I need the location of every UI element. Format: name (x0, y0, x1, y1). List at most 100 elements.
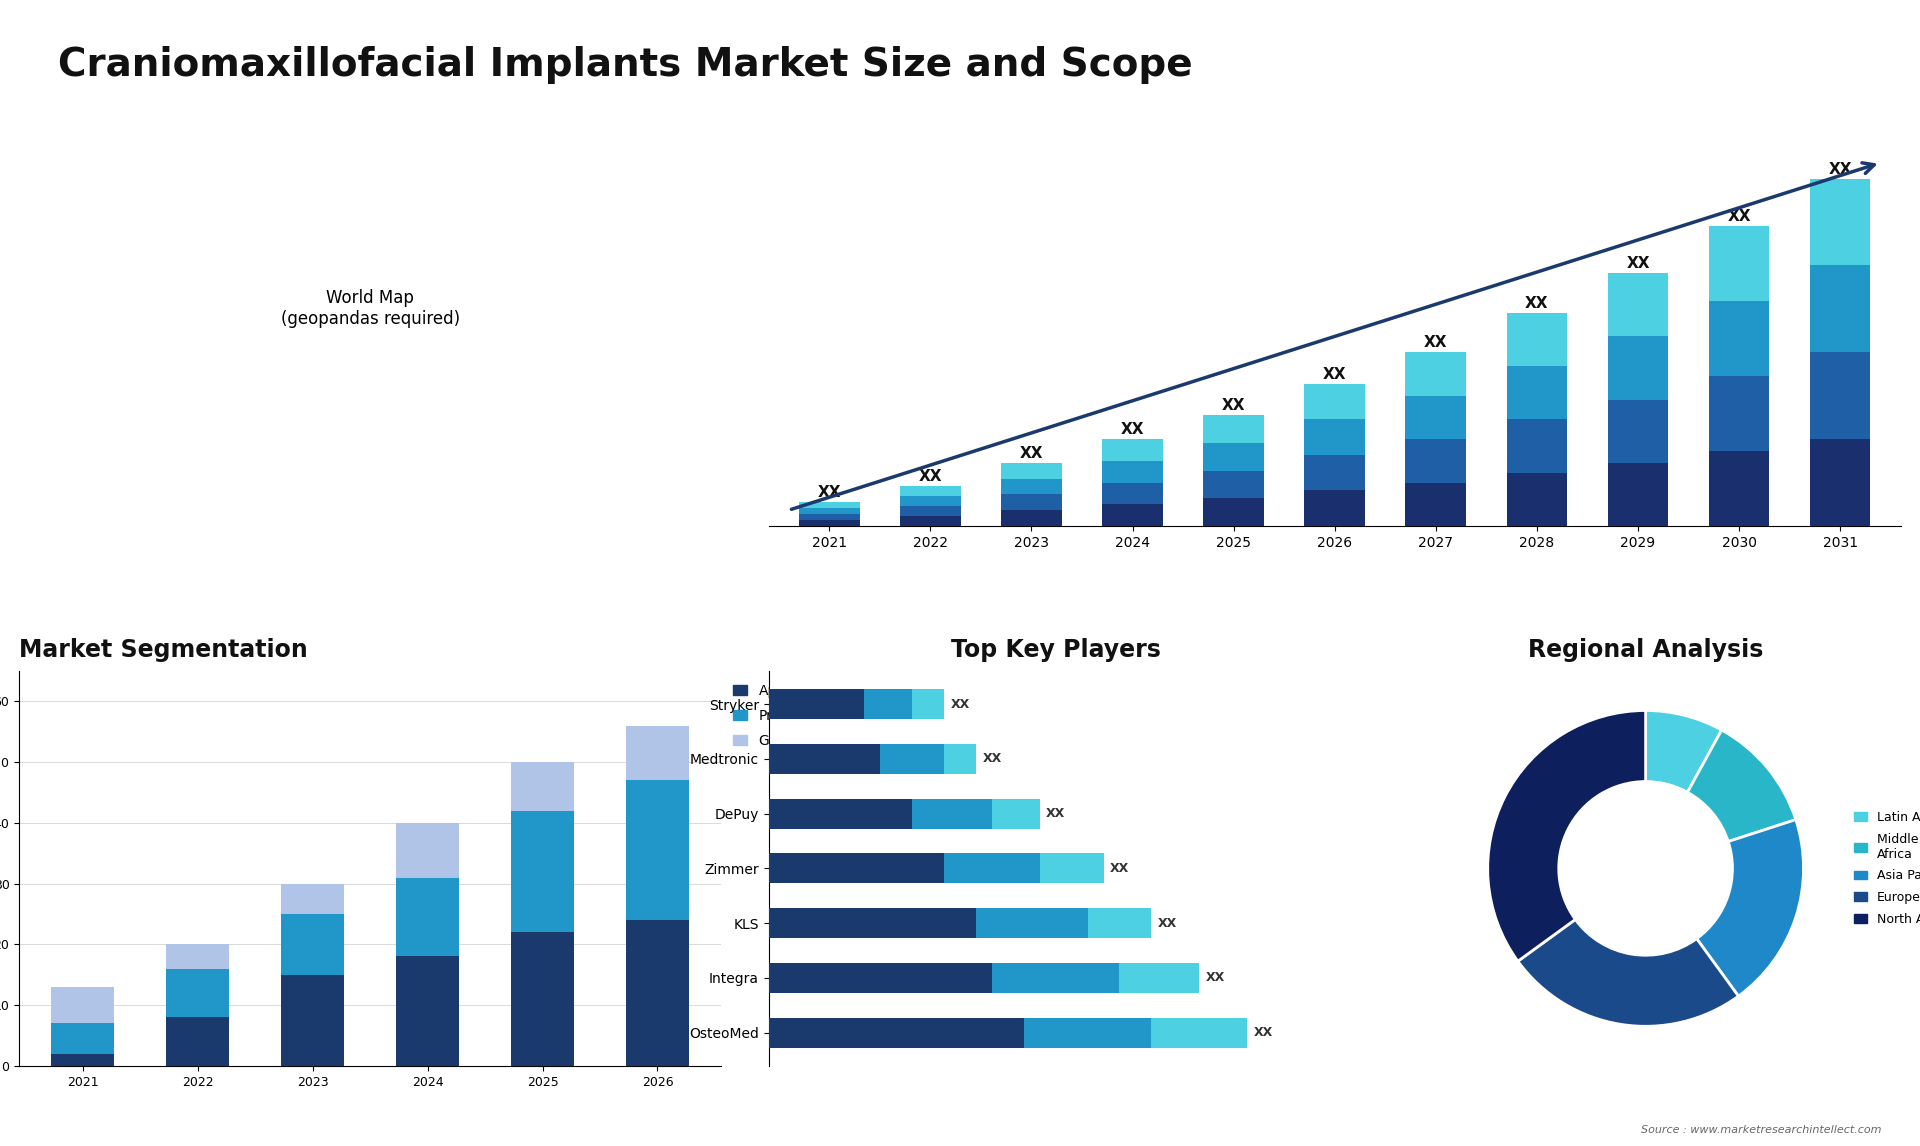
Legend: Latin America, Middle East &
Africa, Asia Pacific, Europe, North America: Latin America, Middle East & Africa, Asi… (1849, 806, 1920, 931)
Text: XX: XX (1524, 296, 1549, 311)
Bar (1041, 854, 1104, 884)
Bar (1507, 472, 1567, 526)
Bar (900, 507, 960, 516)
Bar (626, 920, 689, 1066)
Bar (1304, 455, 1365, 490)
Text: XX: XX (918, 470, 943, 485)
Bar (768, 854, 945, 884)
Bar (511, 810, 574, 932)
Bar (900, 516, 960, 526)
Wedge shape (1488, 711, 1645, 961)
Bar (1405, 439, 1467, 482)
Legend: Application, Product, Geography: Application, Product, Geography (728, 678, 841, 753)
Bar (396, 823, 459, 878)
Text: Source : www.marketresearchintellect.com: Source : www.marketresearchintellect.com (1642, 1124, 1882, 1135)
Text: XX: XX (1626, 257, 1649, 272)
Bar (165, 1018, 228, 1066)
Bar (165, 968, 228, 1018)
Bar (1000, 463, 1062, 479)
Bar (768, 689, 864, 719)
Text: Craniomaxillofacial Implants Market Size and Scope: Craniomaxillofacial Implants Market Size… (58, 46, 1192, 84)
Bar (1507, 366, 1567, 419)
Bar (1507, 313, 1567, 366)
Wedge shape (1519, 919, 1738, 1027)
Text: XX: XX (1728, 209, 1751, 223)
Bar (768, 1018, 1023, 1047)
Text: World Map
(geopandas required): World Map (geopandas required) (280, 290, 459, 328)
Circle shape (1559, 782, 1732, 956)
Bar (975, 908, 1087, 939)
Bar (799, 520, 860, 526)
Bar (52, 1053, 115, 1066)
Bar (945, 854, 1041, 884)
Bar (1709, 376, 1770, 450)
Bar (1607, 273, 1668, 337)
Text: XX: XX (1046, 807, 1066, 821)
Text: XX: XX (983, 752, 1002, 766)
Wedge shape (1645, 711, 1722, 792)
Bar (799, 508, 860, 515)
Bar (396, 957, 459, 1066)
Bar (1405, 482, 1467, 526)
Text: XX: XX (1020, 446, 1043, 461)
Bar (1102, 504, 1164, 526)
Bar (1102, 482, 1164, 504)
Text: XX: XX (1121, 422, 1144, 437)
Bar (945, 744, 975, 774)
Bar (1102, 439, 1164, 461)
Bar (993, 963, 1119, 994)
Bar (1204, 499, 1263, 526)
Text: XX: XX (1425, 336, 1448, 351)
Bar (1811, 179, 1870, 266)
Bar (900, 496, 960, 507)
Bar (1204, 415, 1263, 444)
Bar (768, 908, 975, 939)
Text: XX: XX (818, 485, 841, 501)
Wedge shape (1697, 819, 1803, 996)
Text: XX: XX (1323, 367, 1346, 382)
Text: XX: XX (1110, 862, 1129, 874)
Bar (1152, 1018, 1248, 1047)
Bar (1204, 471, 1263, 499)
Bar (1304, 419, 1365, 455)
Bar (1811, 439, 1870, 526)
Wedge shape (1688, 730, 1795, 841)
Bar (626, 780, 689, 920)
Bar (280, 915, 344, 975)
Bar (768, 744, 879, 774)
Bar (1709, 301, 1770, 376)
Text: XX: XX (1221, 399, 1246, 414)
Bar (1507, 419, 1567, 472)
Bar (1607, 337, 1668, 400)
Bar (799, 515, 860, 520)
Bar (1607, 400, 1668, 463)
Bar (900, 486, 960, 496)
Bar (879, 744, 945, 774)
Text: XX: XX (950, 698, 970, 711)
Bar (511, 762, 574, 810)
Text: XX: XX (1158, 917, 1177, 929)
Bar (1102, 461, 1164, 482)
Title: Top Key Players: Top Key Players (950, 638, 1160, 662)
Bar (993, 799, 1041, 829)
Bar (768, 963, 993, 994)
Bar (280, 975, 344, 1066)
Text: XX: XX (1254, 1027, 1273, 1039)
Bar (864, 689, 912, 719)
Bar (1023, 1018, 1152, 1047)
Bar (511, 932, 574, 1066)
Bar (1304, 490, 1365, 526)
Text: XX: XX (1828, 162, 1853, 176)
Bar (1000, 510, 1062, 526)
Bar (912, 689, 945, 719)
Bar (626, 725, 689, 780)
Bar (52, 1023, 115, 1053)
Bar (768, 799, 912, 829)
Bar (52, 987, 115, 1023)
Bar (1119, 963, 1200, 994)
Bar (799, 502, 860, 508)
Bar (280, 884, 344, 915)
Text: Market Segmentation: Market Segmentation (19, 638, 307, 662)
Text: XX: XX (1206, 972, 1225, 984)
Bar (1000, 494, 1062, 510)
